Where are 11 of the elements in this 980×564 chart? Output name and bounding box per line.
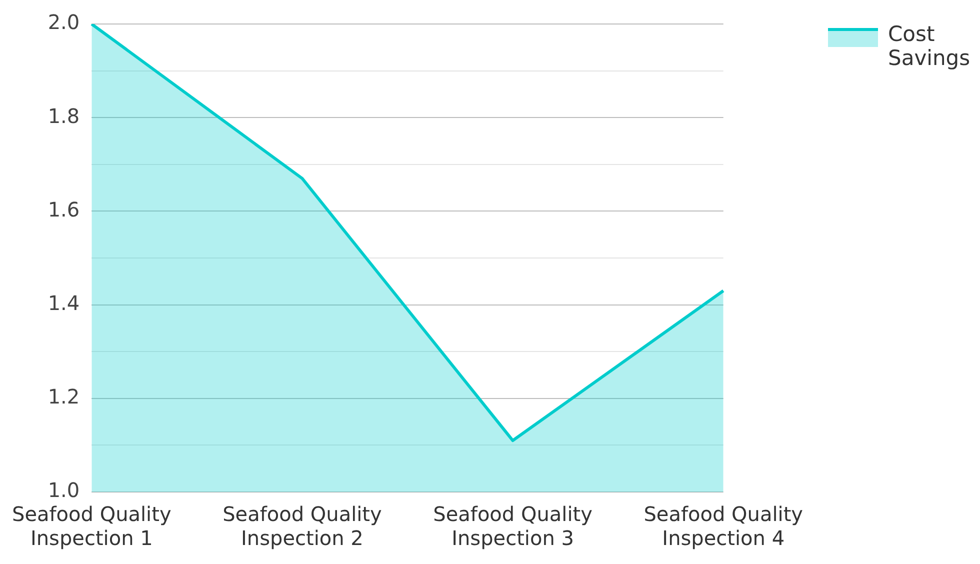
x-tick-label: Seafood Quality Inspection 1 (12, 502, 172, 550)
legend-label: Cost Savings (888, 22, 972, 70)
x-tick-label: Seafood Quality Inspection 3 (433, 502, 593, 550)
y-tick-label: 1.0 (48, 478, 80, 502)
y-tick-label: 2.0 (48, 10, 80, 34)
x-tick-label: Seafood Quality Inspection 2 (222, 502, 382, 550)
x-tick-label: Seafood Quality Inspection 4 (644, 502, 804, 550)
y-tick-label: 1.4 (48, 291, 80, 316)
y-tick-label: 1.6 (48, 197, 80, 222)
y-tick-label: 1.2 (48, 384, 80, 409)
y-tick-label: 1.8 (48, 104, 80, 128)
